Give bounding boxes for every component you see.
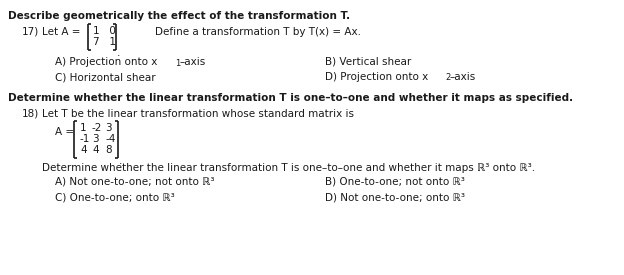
Text: A) Not one-to-one; not onto ℝ³: A) Not one-to-one; not onto ℝ³ (55, 177, 215, 187)
Text: 1   0: 1 0 (93, 26, 116, 36)
Text: B) Vertical shear: B) Vertical shear (325, 57, 411, 67)
Text: 7   1: 7 1 (93, 37, 116, 47)
Text: -4: -4 (105, 134, 115, 144)
Text: Define a transformation T by T(x) = Ax.: Define a transformation T by T(x) = Ax. (155, 27, 361, 37)
Text: D) Projection onto x: D) Projection onto x (325, 72, 428, 82)
Text: .: . (117, 48, 120, 58)
Text: A =: A = (55, 127, 74, 137)
Text: 3: 3 (105, 123, 112, 133)
Text: 1: 1 (175, 59, 180, 67)
Text: B) One-to-one; not onto ℝ³: B) One-to-one; not onto ℝ³ (325, 177, 465, 187)
Text: Let T be the linear transformation whose standard matrix is: Let T be the linear transformation whose… (42, 109, 354, 119)
Text: -1: -1 (80, 134, 90, 144)
Text: Determine whether the linear transformation T is one–to–one and whether it maps : Determine whether the linear transformat… (8, 93, 573, 103)
Text: -2: -2 (92, 123, 102, 133)
Text: 8: 8 (105, 145, 112, 155)
Text: 18): 18) (22, 109, 39, 119)
Text: Let A =: Let A = (42, 27, 80, 37)
Text: A) Projection onto x: A) Projection onto x (55, 57, 157, 67)
Text: C) One-to-one; onto ℝ³: C) One-to-one; onto ℝ³ (55, 192, 175, 202)
Text: .: . (119, 156, 122, 166)
Text: 4: 4 (92, 145, 99, 155)
Text: 1: 1 (80, 123, 87, 133)
Text: –axis: –axis (450, 72, 476, 82)
Text: Determine whether the linear transformation T is one–to–one and whether it maps : Determine whether the linear transformat… (42, 163, 535, 173)
Text: 3: 3 (92, 134, 99, 144)
Text: –axis: –axis (180, 57, 207, 67)
Text: Describe geometrically the effect of the transformation T.: Describe geometrically the effect of the… (8, 11, 350, 21)
Text: 2: 2 (445, 73, 451, 82)
Text: D) Not one-to-one; onto ℝ³: D) Not one-to-one; onto ℝ³ (325, 192, 465, 202)
Text: C) Horizontal shear: C) Horizontal shear (55, 72, 155, 82)
Text: 17): 17) (22, 27, 39, 37)
Text: 4: 4 (80, 145, 87, 155)
